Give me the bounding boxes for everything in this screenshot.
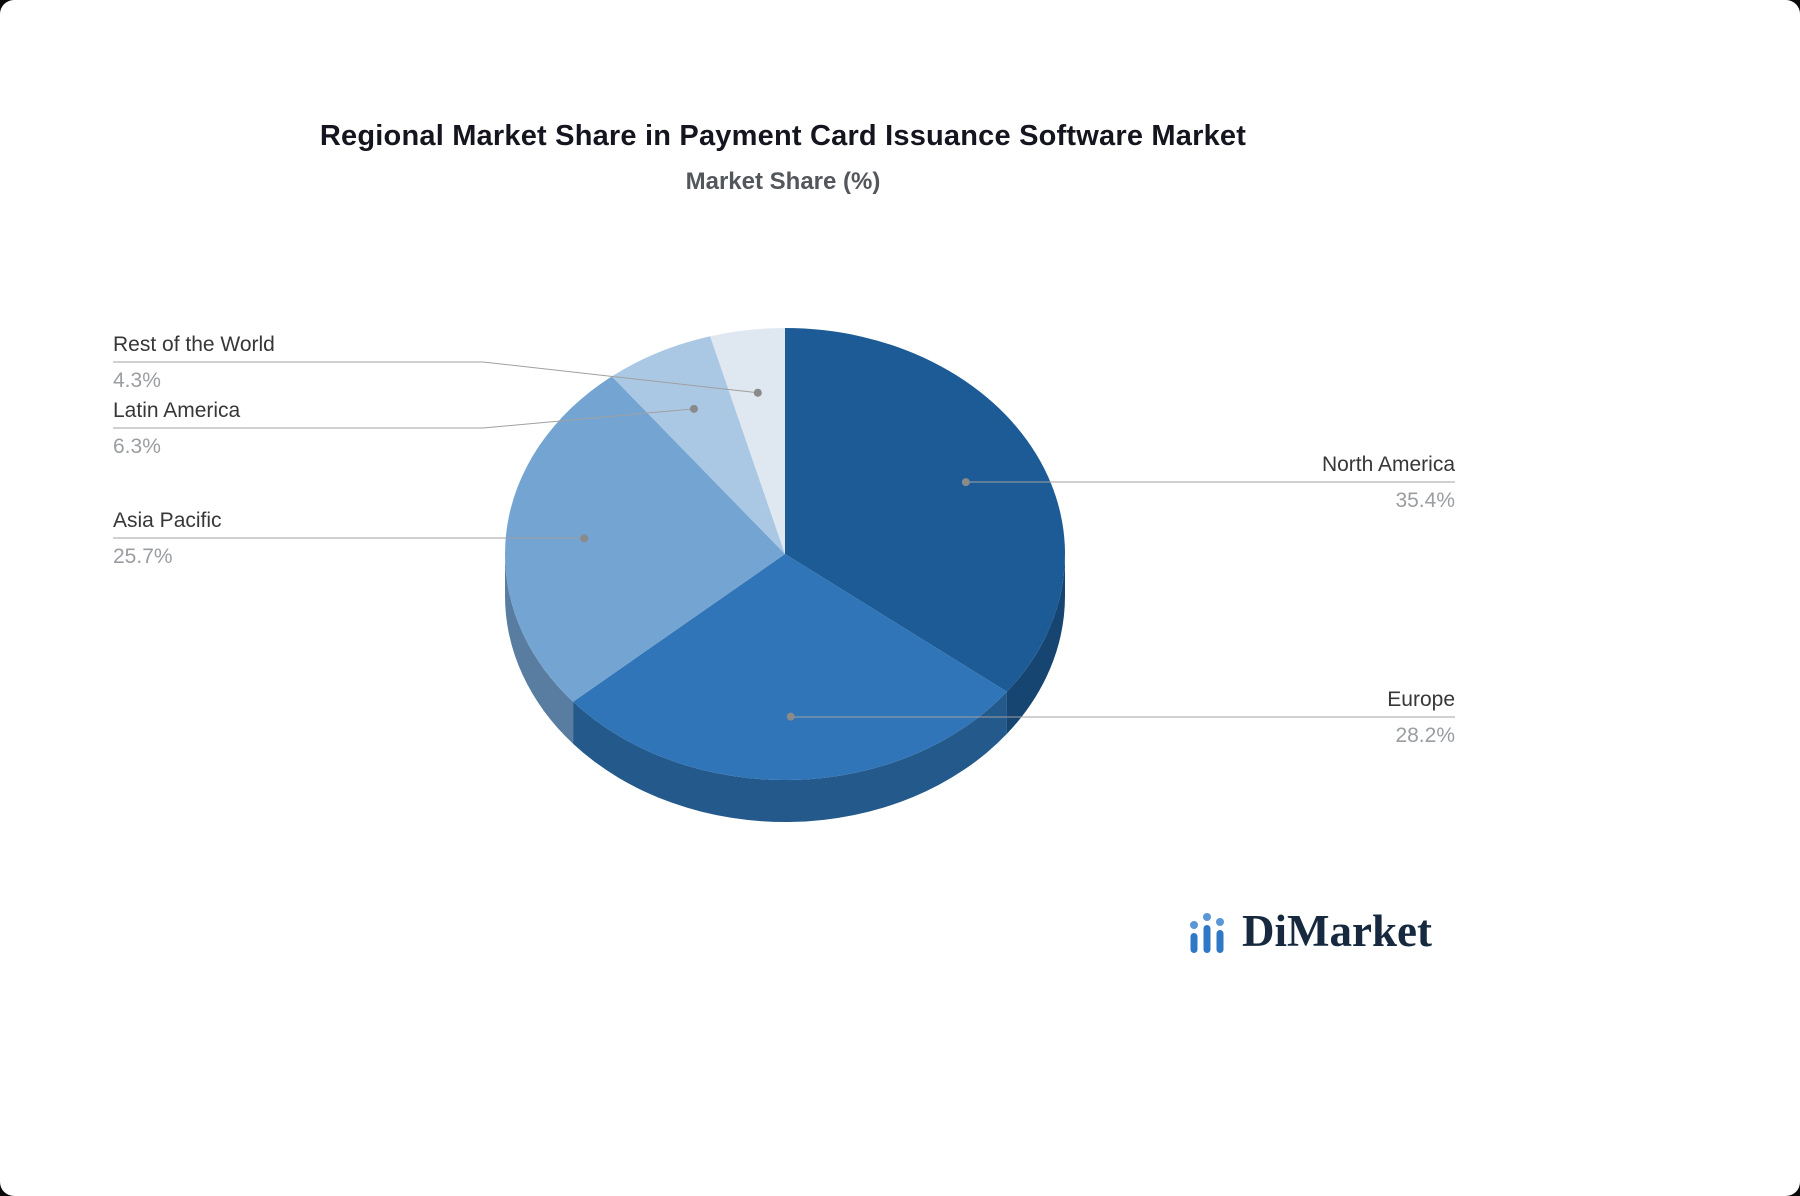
pie-slice-rest-of-the-world[interactable] xyxy=(710,328,785,554)
chart-subtitle: Market Share (%) xyxy=(685,168,881,195)
pie-slice-latin-america[interactable] xyxy=(611,336,785,554)
dimarket-logo: DiMarket xyxy=(1185,903,1432,959)
chart-title: Regional Market Share in Payment Card Is… xyxy=(319,120,1247,152)
dimarket-logo-icon xyxy=(1190,913,1224,953)
label-dot-north-america xyxy=(961,478,970,487)
dimarket-logo-text: DiMarket xyxy=(1242,906,1432,956)
pie-slice-asia-pacific[interactable] xyxy=(504,376,785,702)
label-dot-asia-pacific xyxy=(580,534,589,543)
label-line-latin-america xyxy=(113,408,695,429)
pie-slice-side-north-america xyxy=(1006,554,1065,734)
pie-slice-north-america[interactable] xyxy=(785,328,1065,692)
pie-slice-side-europe xyxy=(573,691,1007,822)
pie-slice-side-asia-pacific xyxy=(505,554,574,744)
label-dot-rest-of-the-world xyxy=(753,388,762,397)
label-dot-latin-america xyxy=(689,404,698,413)
label-dot-europe xyxy=(786,712,795,721)
pie-slice-europe[interactable] xyxy=(573,554,1007,780)
label-line-rest-of-the-world xyxy=(113,361,758,394)
